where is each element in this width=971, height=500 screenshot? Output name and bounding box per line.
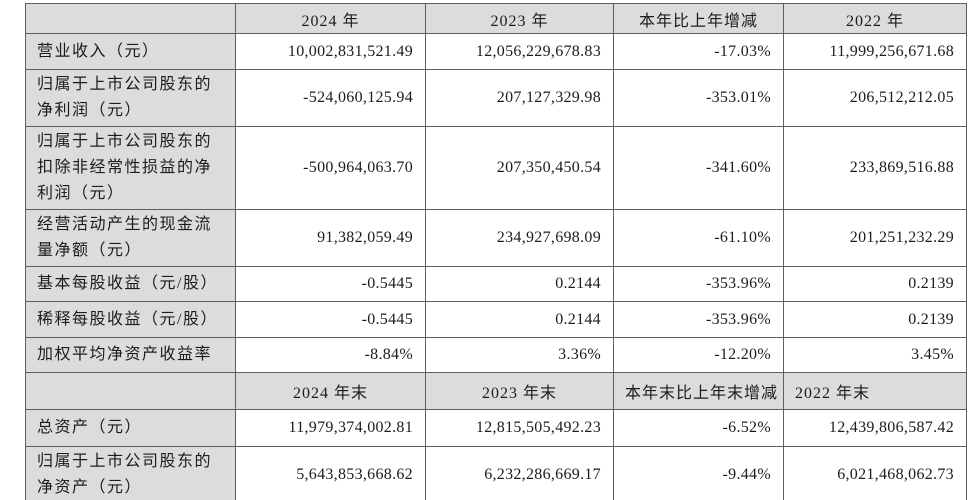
value-cell: -12.20% (613, 337, 784, 373)
column-header-2024-end: 2024 年末 (235, 372, 426, 410)
value-cell: 10,002,831,521.49 (235, 33, 426, 70)
row-label: 经营活动产生的现金流量净额（元） (25, 209, 236, 267)
table-header-annual: 2024 年 2023 年 本年比上年增减 2022 年 (25, 3, 967, 34)
column-header-2022-end: 2022 年末 (783, 372, 967, 410)
row-label: 总资产（元） (25, 409, 236, 447)
table-header-year-end: 2024 年末 2023 年末 本年末比上年末增减 2022 年末 (25, 372, 967, 410)
value-cell: -500,964,063.70 (235, 126, 426, 210)
table-row-net-profit-excl-nonrecurring: 归属于上市公司股东的扣除非经常性损益的净利润（元） -500,964,063.7… (25, 126, 967, 210)
value-cell: -6.52% (613, 409, 784, 447)
table-row-weighted-avg-roe: 加权平均净资产收益率 -8.84% 3.36% -12.20% 3.45% (25, 337, 967, 373)
row-label: 稀释每股收益（元/股） (25, 301, 236, 338)
value-cell: 207,350,450.54 (425, 126, 614, 210)
value-cell: 91,382,059.49 (235, 209, 426, 267)
table-row-net-profit: 归属于上市公司股东的净利润（元） -524,060,125.94 207,127… (25, 69, 967, 127)
key-financials-table: 2024 年 2023 年 本年比上年增减 2022 年 营业收入（元） 10,… (25, 3, 967, 500)
column-header-2023-end: 2023 年末 (425, 372, 614, 410)
value-cell: -353.96% (613, 301, 784, 338)
value-cell: 12,439,806,587.42 (783, 409, 967, 447)
value-cell: 0.2144 (425, 266, 614, 302)
value-cell: 3.45% (783, 337, 967, 373)
row-label: 营业收入（元） (25, 33, 236, 70)
value-cell: 206,512,212.05 (783, 69, 967, 127)
value-cell: -0.5445 (235, 266, 426, 302)
value-cell: 12,056,229,678.83 (425, 33, 614, 70)
column-header-2023: 2023 年 (425, 3, 614, 34)
value-cell: 0.2144 (425, 301, 614, 338)
value-cell: 6,021,468,062.73 (783, 446, 967, 500)
value-cell: 234,927,698.09 (425, 209, 614, 267)
value-cell: -341.60% (613, 126, 784, 210)
value-cell: 6,232,286,669.17 (425, 446, 614, 500)
table-row-revenue: 营业收入（元） 10,002,831,521.49 12,056,229,678… (25, 33, 967, 70)
value-cell: -61.10% (613, 209, 784, 267)
row-label: 归属于上市公司股东的净利润（元） (25, 69, 236, 127)
value-cell: 233,869,516.88 (783, 126, 967, 210)
row-label: 基本每股收益（元/股） (25, 266, 236, 302)
table-row-net-assets: 归属于上市公司股东的净资产（元） 5,643,853,668.62 6,232,… (25, 446, 967, 500)
row-label: 归属于上市公司股东的扣除非经常性损益的净利润（元） (25, 126, 236, 210)
value-cell: -0.5445 (235, 301, 426, 338)
value-cell: -353.96% (613, 266, 784, 302)
table-row-operating-cash-flow: 经营活动产生的现金流量净额（元） 91,382,059.49 234,927,6… (25, 209, 967, 267)
row-label: 归属于上市公司股东的净资产（元） (25, 446, 236, 500)
value-cell: 5,643,853,668.62 (235, 446, 426, 500)
value-cell: 11,979,374,002.81 (235, 409, 426, 447)
column-header-year-end-change: 本年末比上年末增减 (613, 372, 784, 410)
value-cell: -524,060,125.94 (235, 69, 426, 127)
column-header-blank (25, 3, 236, 34)
value-cell: 207,127,329.98 (425, 69, 614, 127)
value-cell: 0.2139 (783, 301, 967, 338)
value-cell: 11,999,256,671.68 (783, 33, 967, 70)
column-header-blank (25, 372, 236, 410)
table-row-diluted-eps: 稀释每股收益（元/股） -0.5445 0.2144 -353.96% 0.21… (25, 301, 967, 338)
value-cell: 201,251,232.29 (783, 209, 967, 267)
value-cell: 3.36% (425, 337, 614, 373)
value-cell: -17.03% (613, 33, 784, 70)
value-cell: -353.01% (613, 69, 784, 127)
column-header-2022: 2022 年 (783, 3, 967, 34)
row-label: 加权平均净资产收益率 (25, 337, 236, 373)
value-cell: 12,815,505,492.23 (425, 409, 614, 447)
value-cell: 0.2139 (783, 266, 967, 302)
value-cell: -9.44% (613, 446, 784, 500)
value-cell: -8.84% (235, 337, 426, 373)
table-row-basic-eps: 基本每股收益（元/股） -0.5445 0.2144 -353.96% 0.21… (25, 266, 967, 302)
column-header-yoy-change: 本年比上年增减 (613, 3, 784, 34)
column-header-2024: 2024 年 (235, 3, 426, 34)
table-row-total-assets: 总资产（元） 11,979,374,002.81 12,815,505,492.… (25, 409, 967, 447)
